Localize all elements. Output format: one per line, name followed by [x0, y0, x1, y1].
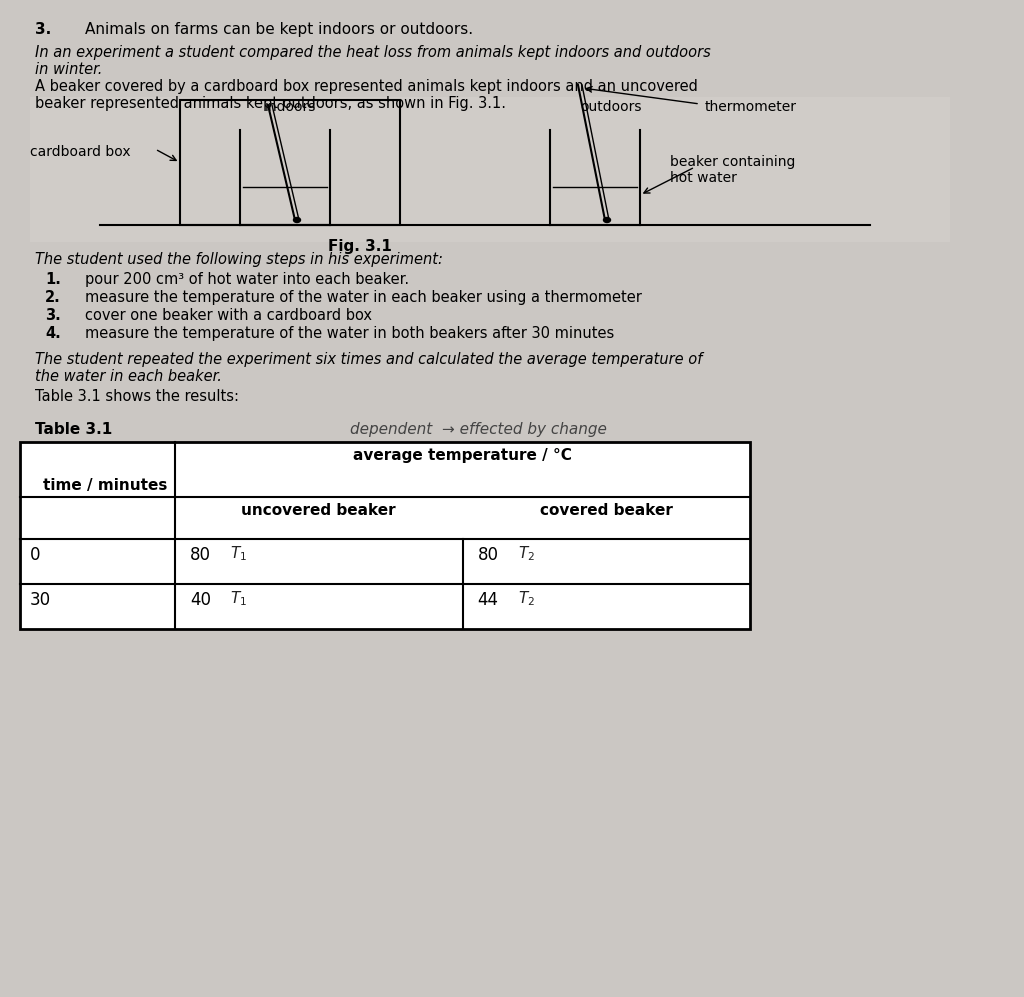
Text: average temperature / °C: average temperature / °C — [353, 448, 572, 463]
Ellipse shape — [603, 217, 610, 222]
Text: pour 200 cm³ of hot water into each beaker.: pour 200 cm³ of hot water into each beak… — [85, 272, 410, 287]
Text: 80: 80 — [190, 546, 211, 564]
Text: cardboard box: cardboard box — [30, 145, 131, 159]
Text: $T_2$: $T_2$ — [517, 544, 535, 562]
Text: 40: 40 — [190, 591, 211, 609]
Text: 80: 80 — [477, 546, 499, 564]
Text: measure the temperature of the water in both beakers after 30 minutes: measure the temperature of the water in … — [85, 326, 614, 341]
Text: 3.: 3. — [35, 22, 51, 37]
Text: 4.: 4. — [45, 326, 60, 341]
FancyBboxPatch shape — [30, 97, 950, 242]
Text: covered beaker: covered beaker — [540, 503, 673, 518]
Text: 30: 30 — [30, 591, 51, 609]
Text: uncovered beaker: uncovered beaker — [242, 503, 396, 518]
Text: Table 3.1 shows the results:: Table 3.1 shows the results: — [35, 389, 239, 404]
Text: 1.: 1. — [45, 272, 60, 287]
Text: Fig. 3.1: Fig. 3.1 — [328, 239, 392, 254]
Text: Animals on farms can be kept indoors or outdoors.: Animals on farms can be kept indoors or … — [85, 22, 473, 37]
Text: dependent  → effected by change: dependent → effected by change — [350, 422, 607, 437]
Text: The student repeated the experiment six times and calculated the average tempera: The student repeated the experiment six … — [35, 352, 702, 385]
Text: cover one beaker with a cardboard box: cover one beaker with a cardboard box — [85, 308, 372, 323]
Text: $T_1$: $T_1$ — [230, 589, 247, 608]
Text: $T_2$: $T_2$ — [517, 589, 535, 608]
Text: 44: 44 — [477, 591, 499, 609]
Bar — [20, 442, 750, 629]
Text: thermometer: thermometer — [705, 100, 797, 114]
Text: Table 3.1: Table 3.1 — [35, 422, 113, 437]
Text: outdoors: outdoors — [580, 100, 641, 114]
Text: 0: 0 — [30, 546, 41, 564]
Text: 2.: 2. — [45, 290, 60, 305]
Text: beaker containing
hot water: beaker containing hot water — [670, 155, 796, 185]
Text: In an experiment a student compared the heat loss from animals kept indoors and : In an experiment a student compared the … — [35, 45, 711, 78]
Text: measure the temperature of the water in each beaker using a thermometer: measure the temperature of the water in … — [85, 290, 642, 305]
Text: A beaker covered by a cardboard box represented animals kept indoors and an unco: A beaker covered by a cardboard box repr… — [35, 79, 698, 112]
Ellipse shape — [294, 217, 300, 222]
Text: $T_1$: $T_1$ — [230, 544, 247, 562]
Text: The student used the following steps in his experiment:: The student used the following steps in … — [35, 252, 442, 267]
Text: 3.: 3. — [45, 308, 60, 323]
Text: indoors: indoors — [265, 100, 316, 114]
Text: time / minutes: time / minutes — [43, 478, 167, 493]
Bar — [180, 100, 400, 225]
